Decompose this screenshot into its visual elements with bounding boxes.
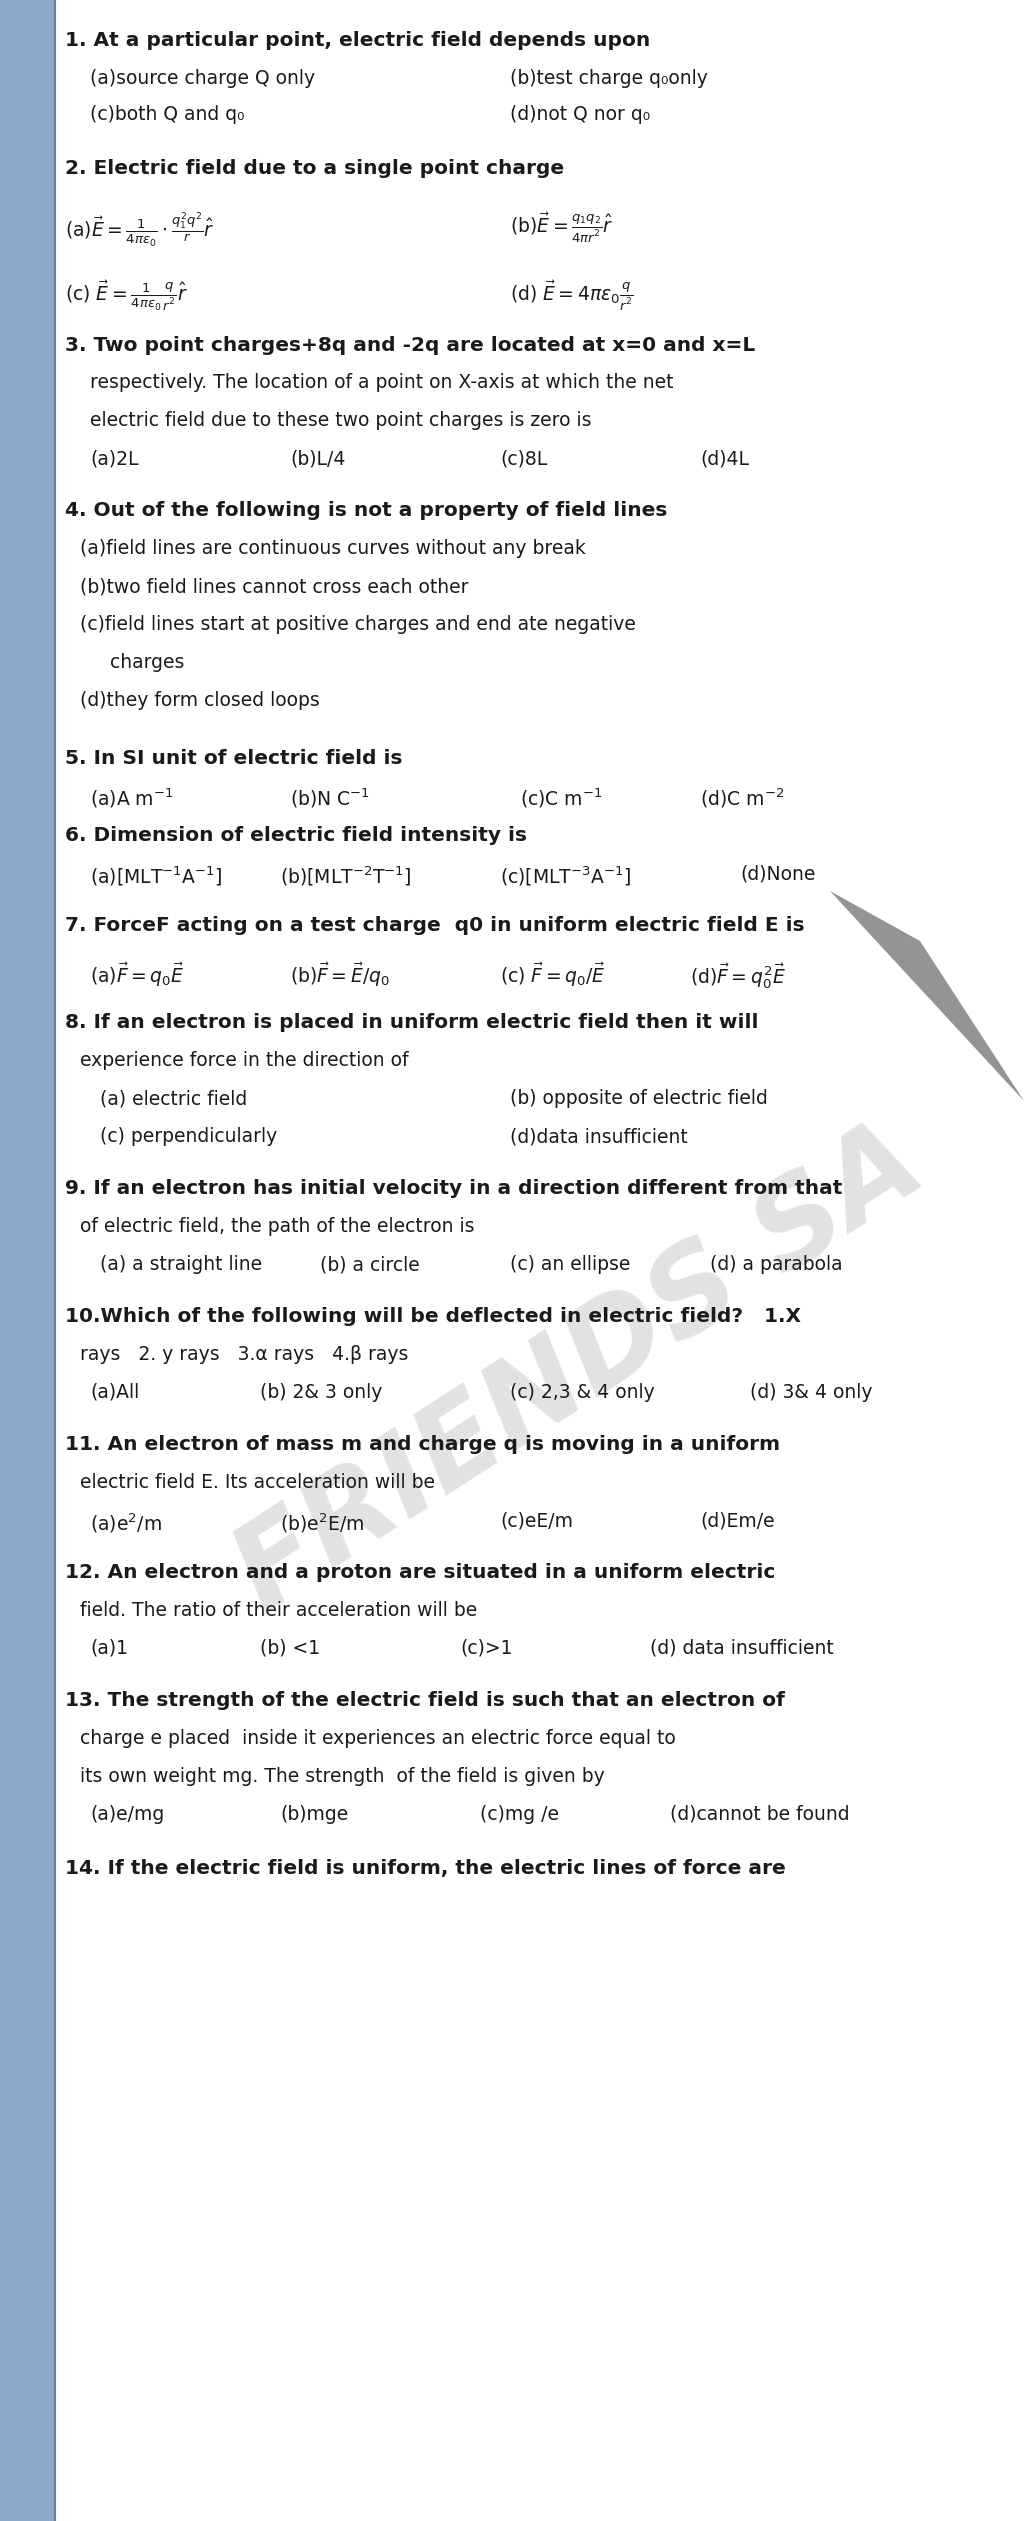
Text: 12. An electron and a proton are situated in a uniform electric: 12. An electron and a proton are situate… [65, 1563, 775, 1583]
Text: 14. If the electric field is uniform, the electric lines of force are: 14. If the electric field is uniform, th… [65, 1858, 785, 1878]
Text: (d)$\vec{F} = q^2_0\vec{E}$: (d)$\vec{F} = q^2_0\vec{E}$ [690, 961, 785, 991]
Polygon shape [830, 890, 1024, 1102]
Text: 13. The strength of the electric field is such that an electron of: 13. The strength of the electric field i… [65, 1692, 784, 1709]
Text: (b) <1: (b) <1 [260, 1639, 321, 1659]
Text: 3. Two point charges+8q and -2q are located at x=0 and x=L: 3. Two point charges+8q and -2q are loca… [65, 335, 756, 355]
Text: (b)$\vec{E} = \frac{q_1q_2}{4\pi r^2}\hat{r}$: (b)$\vec{E} = \frac{q_1q_2}{4\pi r^2}\ha… [510, 212, 613, 245]
Text: (c)mg /e: (c)mg /e [480, 1805, 559, 1825]
Text: (a)$\vec{E} = \frac{1}{4\pi\epsilon_0}\cdot\frac{q_1^2q^2}{r}\hat{r}$: (a)$\vec{E} = \frac{1}{4\pi\epsilon_0}\c… [65, 212, 215, 250]
Text: (a) electric field: (a) electric field [100, 1089, 247, 1109]
Text: (b) 2& 3 only: (b) 2& 3 only [260, 1384, 382, 1402]
Text: (b) a circle: (b) a circle [319, 1255, 420, 1273]
Text: (b) opposite of electric field: (b) opposite of electric field [510, 1089, 768, 1109]
Text: (a)e/mg: (a)e/mg [90, 1805, 164, 1825]
Text: (a)source charge Q only: (a)source charge Q only [90, 68, 315, 88]
Text: 5. In SI unit of electric field is: 5. In SI unit of electric field is [65, 749, 402, 769]
Text: 2. Electric field due to a single point charge: 2. Electric field due to a single point … [65, 159, 564, 179]
Text: FRIENDS SA: FRIENDS SA [215, 1107, 945, 1636]
Text: experience force in the direction of: experience force in the direction of [80, 1051, 409, 1069]
Text: (b)$\vec{F} = \vec{E}/q_0$: (b)$\vec{F} = \vec{E}/q_0$ [290, 961, 390, 988]
FancyBboxPatch shape [0, 0, 55, 2521]
Text: 10.Which of the following will be deflected in electric field?   1.X: 10.Which of the following will be deflec… [65, 1306, 801, 1326]
Text: (a)A m$^{-1}$: (a)A m$^{-1}$ [90, 787, 173, 809]
Text: (b)two field lines cannot cross each other: (b)two field lines cannot cross each oth… [80, 577, 469, 595]
Text: (d)they form closed loops: (d)they form closed loops [80, 691, 319, 711]
Text: (d)None: (d)None [740, 865, 815, 882]
Text: charges: charges [110, 653, 184, 673]
Text: (a)e$^2$/m: (a)e$^2$/m [90, 1510, 162, 1535]
Text: (c)field lines start at positive charges and end ate negative: (c)field lines start at positive charges… [80, 615, 636, 633]
Text: (d)not Q nor q₀: (d)not Q nor q₀ [510, 106, 650, 124]
Text: (d)cannot be found: (d)cannot be found [670, 1805, 850, 1825]
Text: (a)field lines are continuous curves without any break: (a)field lines are continuous curves wit… [80, 539, 586, 557]
Text: 11. An electron of mass m and charge q is moving in a uniform: 11. An electron of mass m and charge q i… [65, 1434, 780, 1455]
Text: 9. If an electron has initial velocity in a direction different from that: 9. If an electron has initial velocity i… [65, 1180, 843, 1197]
Text: (a)[MLT$^{-1}$A$^{-1}$]: (a)[MLT$^{-1}$A$^{-1}$] [90, 865, 222, 887]
Text: of electric field, the path of the electron is: of electric field, the path of the elect… [80, 1218, 474, 1235]
Text: its own weight mg. The strength  of the field is given by: its own weight mg. The strength of the f… [80, 1767, 605, 1785]
Text: 4. Out of the following is not a property of field lines: 4. Out of the following is not a propert… [65, 502, 668, 519]
Text: (c) $\vec{F} = q_0/\vec{E}$: (c) $\vec{F} = q_0/\vec{E}$ [500, 961, 605, 988]
Text: (c)8L: (c)8L [500, 449, 547, 469]
Text: (a) a straight line: (a) a straight line [100, 1255, 262, 1273]
Text: (c)C m$^{-1}$: (c)C m$^{-1}$ [520, 787, 602, 809]
Text: (d) $\vec{E} = 4\pi\epsilon_0\frac{q}{r^2}$: (d) $\vec{E} = 4\pi\epsilon_0\frac{q}{r^… [510, 280, 634, 313]
Text: (d)Em/e: (d)Em/e [700, 1510, 774, 1530]
Text: (d)4L: (d)4L [700, 449, 749, 469]
Text: 6. Dimension of electric field intensity is: 6. Dimension of electric field intensity… [65, 827, 527, 845]
Text: (b)N C$^{-1}$: (b)N C$^{-1}$ [290, 787, 370, 809]
Text: (c)[MLT$^{-3}$A$^{-1}$]: (c)[MLT$^{-3}$A$^{-1}$] [500, 865, 631, 887]
Text: (c)both Q and q₀: (c)both Q and q₀ [90, 106, 245, 124]
Text: (a)$\vec{F} = q_0\vec{E}$: (a)$\vec{F} = q_0\vec{E}$ [90, 961, 184, 988]
Text: (c) perpendicularly: (c) perpendicularly [100, 1127, 278, 1147]
Text: (d) a parabola: (d) a parabola [710, 1255, 843, 1273]
Text: (c) $\vec{E} = \frac{1}{4\pi\epsilon_0}\frac{q}{r^2}\hat{r}$: (c) $\vec{E} = \frac{1}{4\pi\epsilon_0}\… [65, 280, 188, 313]
Text: (c) an ellipse: (c) an ellipse [510, 1255, 631, 1273]
Text: (b)mge: (b)mge [280, 1805, 348, 1825]
Text: (b)[MLT$^{-2}$T$^{-1}$]: (b)[MLT$^{-2}$T$^{-1}$] [280, 865, 412, 887]
Text: (d) data insufficient: (d) data insufficient [650, 1639, 834, 1659]
Text: (b)test charge q₀only: (b)test charge q₀only [510, 68, 708, 88]
Text: (c) 2,3 & 4 only: (c) 2,3 & 4 only [510, 1384, 654, 1402]
Text: (b)e$^2$E/m: (b)e$^2$E/m [280, 1510, 365, 1535]
Text: (d)data insufficient: (d)data insufficient [510, 1127, 688, 1147]
Text: (a)2L: (a)2L [90, 449, 138, 469]
Text: (d) 3& 4 only: (d) 3& 4 only [750, 1384, 872, 1402]
Text: electric field E. Its acceleration will be: electric field E. Its acceleration will … [80, 1472, 435, 1492]
Text: electric field due to these two point charges is zero is: electric field due to these two point ch… [90, 411, 592, 431]
Text: respectively. The location of a point on X-axis at which the net: respectively. The location of a point on… [90, 373, 674, 391]
Text: 8. If an electron is placed in uniform electric field then it will: 8. If an electron is placed in uniform e… [65, 1013, 759, 1031]
Text: field. The ratio of their acceleration will be: field. The ratio of their acceleration w… [80, 1601, 477, 1621]
Text: (d)C m$^{-2}$: (d)C m$^{-2}$ [700, 787, 784, 809]
Text: 7. ForceF acting on a test charge  q0 in uniform electric field E is: 7. ForceF acting on a test charge q0 in … [65, 915, 805, 935]
Text: rays   2. y rays   3.α rays   4.β rays: rays 2. y rays 3.α rays 4.β rays [80, 1346, 409, 1364]
Text: (a)All: (a)All [90, 1384, 139, 1402]
FancyBboxPatch shape [55, 0, 1024, 2521]
Text: (c)eE/m: (c)eE/m [500, 1510, 573, 1530]
Text: (a)1: (a)1 [90, 1639, 128, 1659]
Text: 1. At a particular point, electric field depends upon: 1. At a particular point, electric field… [65, 30, 650, 50]
Text: (b)L/4: (b)L/4 [290, 449, 345, 469]
Text: (c)>1: (c)>1 [460, 1639, 512, 1659]
Text: charge e placed  inside it experiences an electric force equal to: charge e placed inside it experiences an… [80, 1729, 676, 1747]
